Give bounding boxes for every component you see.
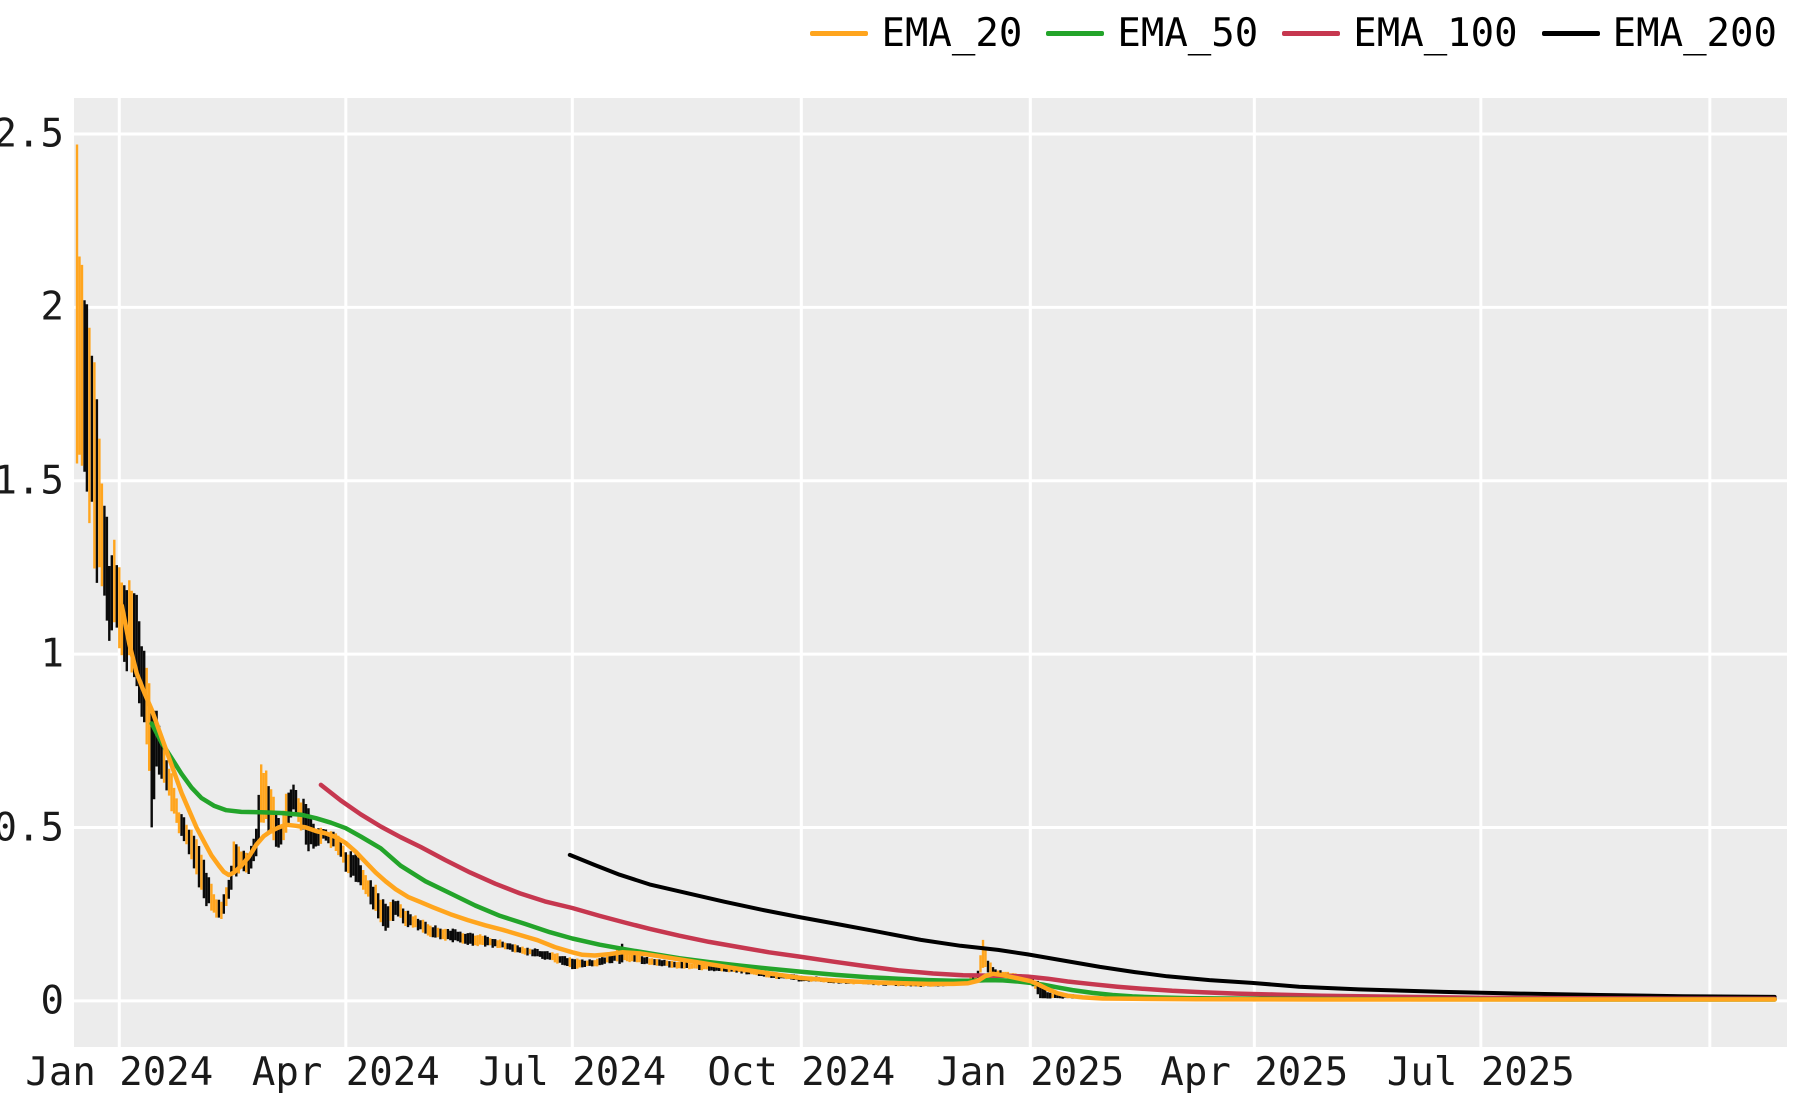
y-tick-label-2.5: 2.5: [0, 111, 64, 157]
ema20-line-swatch-icon: [810, 31, 869, 36]
ema200-line: [567, 852, 1777, 999]
legend-label-ema20: EMA_20: [881, 11, 1023, 56]
y-tick-label-1.5: 1.5: [0, 458, 64, 504]
legend-label-ema200: EMA_200: [1612, 11, 1777, 56]
legend-label-ema50: EMA_50: [1117, 11, 1259, 56]
legend-item-ema100: EMA_100: [1282, 11, 1518, 56]
plot-area: [74, 98, 1787, 1047]
x-tick-label-jul2025: Jul 2025: [1386, 1050, 1575, 1095]
legend-item-ema200: EMA_200: [1541, 11, 1777, 56]
ema100-line: [318, 782, 1777, 1002]
x-tick-label-jan2024: Jan 2024: [25, 1050, 214, 1095]
legend-label-ema100: EMA_100: [1353, 11, 1518, 56]
x-tick-label-apr2024: Apr 2024: [251, 1050, 440, 1095]
ema100-line-swatch-icon: [1282, 31, 1341, 36]
ema50-line-swatch-icon: [1046, 31, 1105, 36]
x-tick-label-jul2024: Jul 2024: [478, 1050, 667, 1095]
y-tick-label-0: 0: [40, 978, 64, 1024]
legend: EMA_20 EMA_50 EMA_100 EMA_200: [810, 14, 1777, 53]
x-tick-label-jan2025: Jan 2025: [936, 1050, 1125, 1095]
y-tick-label-2: 2: [40, 284, 64, 330]
x-tick-label-oct2024: Oct 2024: [707, 1050, 896, 1095]
x-tick-label-apr2025: Apr 2025: [1160, 1050, 1349, 1095]
ema20-line: [119, 603, 1777, 1002]
ema200-line-swatch-icon: [1541, 31, 1600, 36]
y-tick-label-0.5: 0.5: [0, 805, 64, 851]
legend-item-ema20: EMA_20: [810, 14, 1022, 53]
y-tick-label-1: 1: [40, 631, 64, 677]
legend-item-ema50: EMA_50: [1046, 14, 1258, 53]
